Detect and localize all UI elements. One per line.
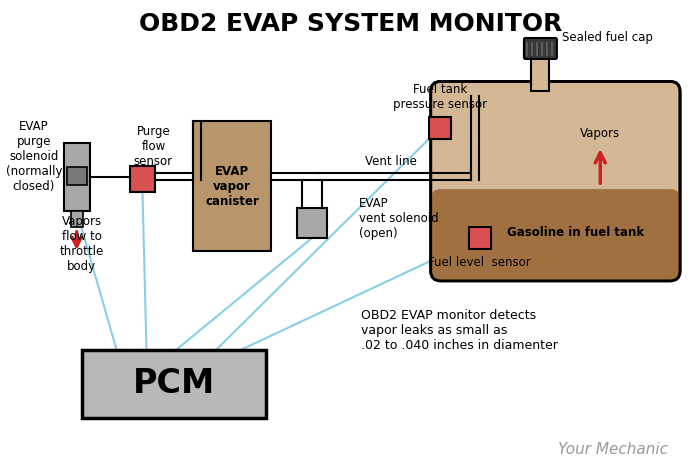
Text: Vapors: Vapors [580,127,620,140]
Text: PCM: PCM [133,367,215,400]
Text: Fuel tank
pressure sensor: Fuel tank pressure sensor [393,83,486,111]
Bar [531,57,550,91]
Text: EVAP
purge
solenoid
(normally
closed): EVAP purge solenoid (normally closed) [6,120,62,193]
Text: Vent line: Vent line [365,155,416,168]
Bar [297,208,327,238]
Text: EVAP
vent solenoid
(open): EVAP vent solenoid (open) [359,197,438,240]
Bar [193,121,271,251]
Bar [64,143,90,211]
Text: OBD2 EVAP monitor detects
vapor leaks as small as
.02 to .040 inches in diamente: OBD2 EVAP monitor detects vapor leaks as… [361,309,558,352]
Bar [130,166,155,192]
Bar [428,117,451,139]
Text: Vapors
flow to
throttle
body: Vapors flow to throttle body [60,215,104,273]
Bar [468,227,491,249]
Text: EVAP
vapor
canister: EVAP vapor canister [205,164,259,208]
Bar [451,194,660,261]
Text: Purge
flow
sensor: Purge flow sensor [134,125,173,168]
Text: Your Mechanic: Your Mechanic [558,442,668,457]
FancyBboxPatch shape [430,189,680,281]
FancyBboxPatch shape [524,38,557,59]
Text: OBD2 EVAP SYSTEM MONITOR: OBD2 EVAP SYSTEM MONITOR [139,12,563,35]
Text: Sealed fuel cap: Sealed fuel cap [562,31,653,44]
FancyBboxPatch shape [82,350,266,418]
FancyBboxPatch shape [430,82,680,281]
Text: Gasoline in fuel tank: Gasoline in fuel tank [507,226,644,240]
Text: Fuel level  sensor: Fuel level sensor [428,256,531,269]
Bar [66,167,87,185]
Bar [71,211,83,227]
